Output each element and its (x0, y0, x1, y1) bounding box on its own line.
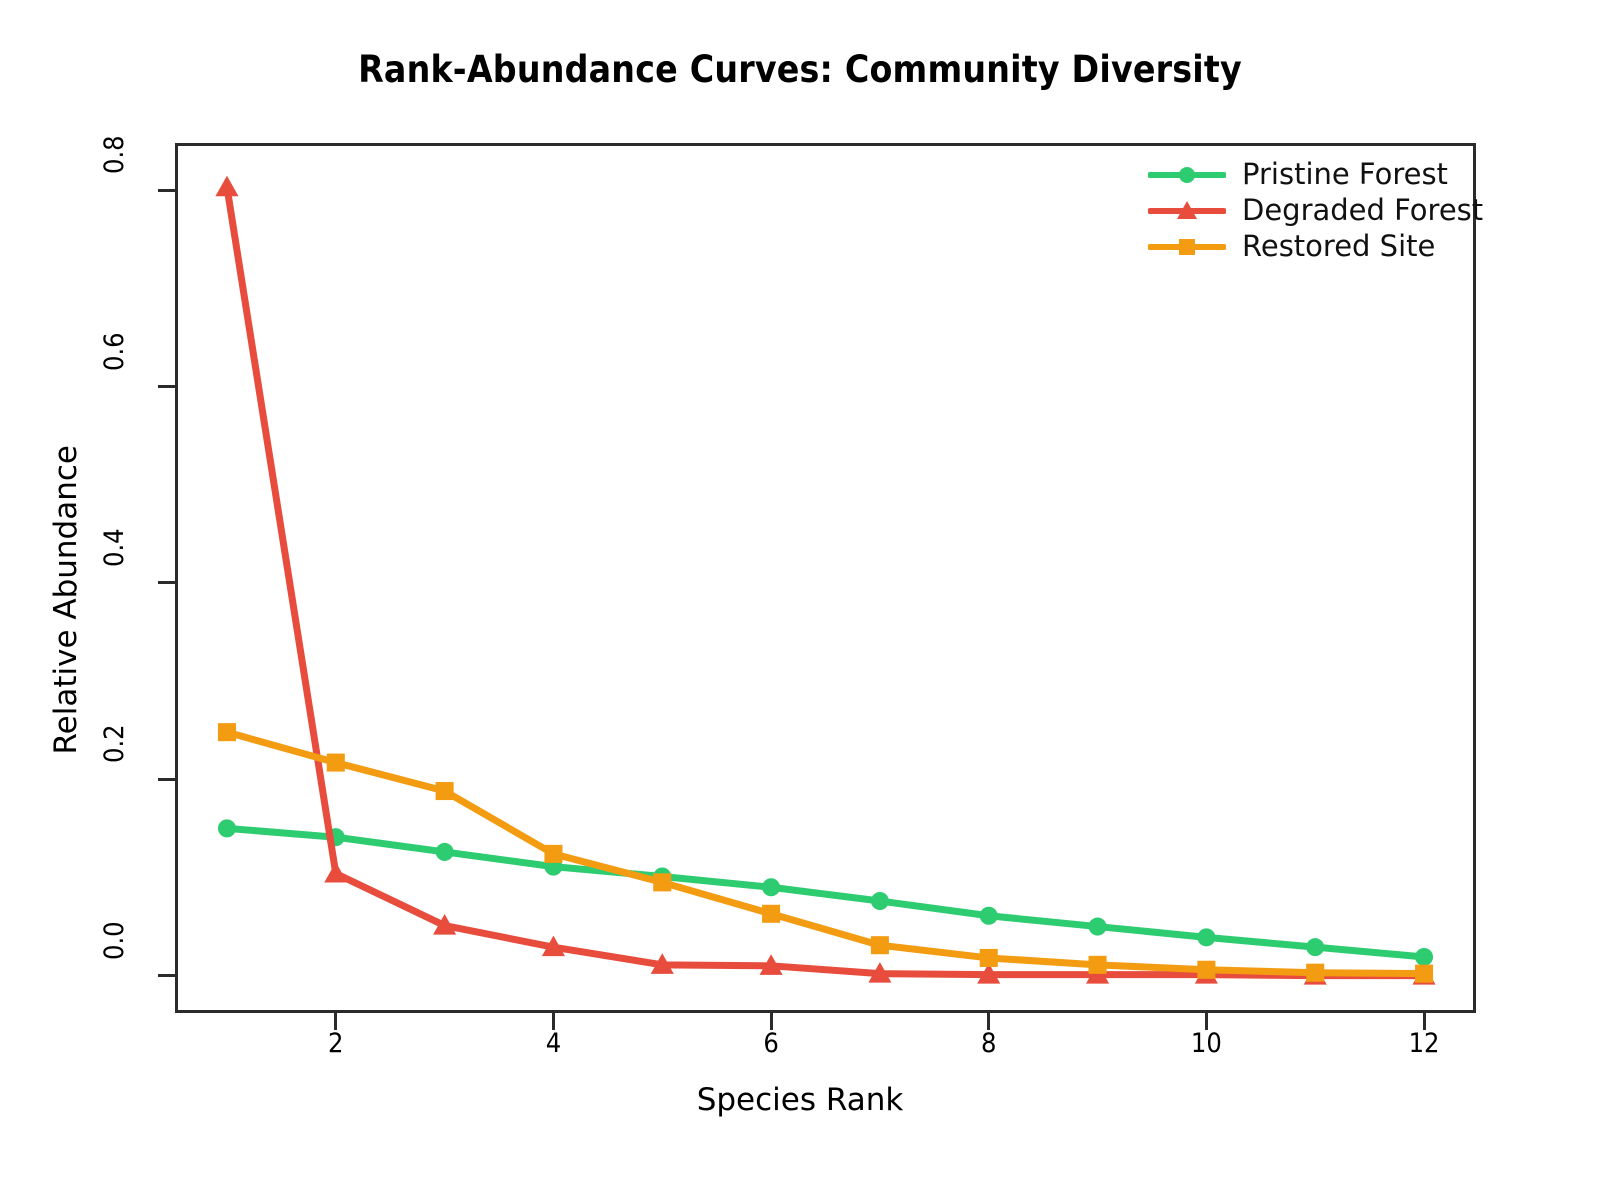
data-point (326, 753, 345, 772)
data-point (1088, 955, 1107, 974)
y-tick-label: 0.0 (99, 921, 130, 960)
y-tick-mark (158, 188, 175, 192)
data-point (544, 844, 563, 863)
data-point (1088, 917, 1107, 936)
series-restored-site (217, 723, 1434, 983)
series-line (223, 183, 1428, 980)
data-point (435, 842, 454, 861)
legend-item-restored-site[interactable]: Restored Site (1147, 229, 1483, 263)
legend-label: Pristine Forest (1242, 157, 1448, 191)
x-tick-label: 2 (328, 1028, 344, 1059)
series-pristine-forest (217, 819, 1434, 966)
series-degraded-forest (215, 175, 1436, 985)
legend-item-pristine-forest[interactable]: Pristine Forest (1147, 157, 1483, 191)
data-point (1197, 960, 1216, 979)
data-point (870, 936, 889, 955)
plot-area (175, 143, 1476, 1013)
y-axis-label-text: Relative Abundance (48, 445, 84, 755)
x-tick-label: 10 (1190, 1028, 1222, 1059)
legend-marker-icon (1147, 236, 1227, 258)
data-point (217, 819, 236, 838)
y-tick-label: 0.4 (99, 528, 130, 568)
data-point (759, 954, 783, 975)
data-point (650, 953, 674, 974)
x-tick-label: 4 (545, 1028, 562, 1059)
data-point (979, 906, 998, 925)
data-point (762, 878, 781, 897)
y-tick-label: 0.2 (99, 724, 130, 764)
x-tick-label: 12 (1408, 1028, 1440, 1059)
data-point (541, 935, 565, 957)
data-point (217, 723, 236, 742)
page-title: Rank-Abundance Curves: Community Diversi… (358, 48, 1242, 91)
series-line (223, 728, 1428, 978)
data-point (762, 904, 781, 923)
series-line (223, 824, 1428, 961)
data-point (868, 962, 892, 983)
plot-canvas (215, 175, 1436, 985)
data-point (979, 948, 998, 967)
y-tick-mark (158, 974, 175, 978)
data-point (1197, 928, 1216, 947)
data-point (215, 175, 239, 197)
chart-legend: Pristine Forest Degraded Forest Restored S… (1147, 157, 1484, 263)
data-point (1306, 963, 1325, 982)
legend-label: Degraded Forest (1242, 193, 1484, 227)
y-tick-label: 0.6 (99, 332, 130, 371)
x-axis-label: Species Rank (0, 1082, 1600, 1118)
x-tick-mark (1204, 1013, 1208, 1030)
y-tick-mark (158, 777, 175, 781)
x-tick-mark (1422, 1013, 1426, 1030)
data-point (1306, 938, 1325, 957)
x-tick-mark (551, 1013, 555, 1030)
legend-marker-icon (1147, 200, 1227, 222)
data-point (653, 873, 672, 892)
data-point (324, 861, 348, 883)
data-point (435, 782, 454, 801)
data-point (433, 914, 457, 935)
x-axis-label-text: Species Rank (696, 1082, 904, 1118)
data-point (977, 963, 1001, 984)
x-tick-mark (334, 1013, 338, 1030)
y-tick-mark (158, 385, 175, 389)
y-tick-mark (158, 581, 175, 585)
data-point (1415, 947, 1434, 966)
x-tick-label: 6 (763, 1028, 779, 1059)
legend-label: Restored Site (1242, 229, 1436, 263)
y-axis-label: Relative Abundance (48, 0, 84, 1200)
x-tick-mark (769, 1013, 773, 1030)
x-tick-label: 8 (981, 1028, 997, 1059)
x-tick-mark (987, 1013, 991, 1030)
legend-marker-icon (1147, 164, 1227, 186)
legend-item-degraded-forest[interactable]: Degraded Forest (1147, 193, 1484, 227)
data-point (1415, 964, 1434, 983)
y-tick-label: 0.8 (99, 135, 130, 175)
data-point (870, 892, 889, 911)
